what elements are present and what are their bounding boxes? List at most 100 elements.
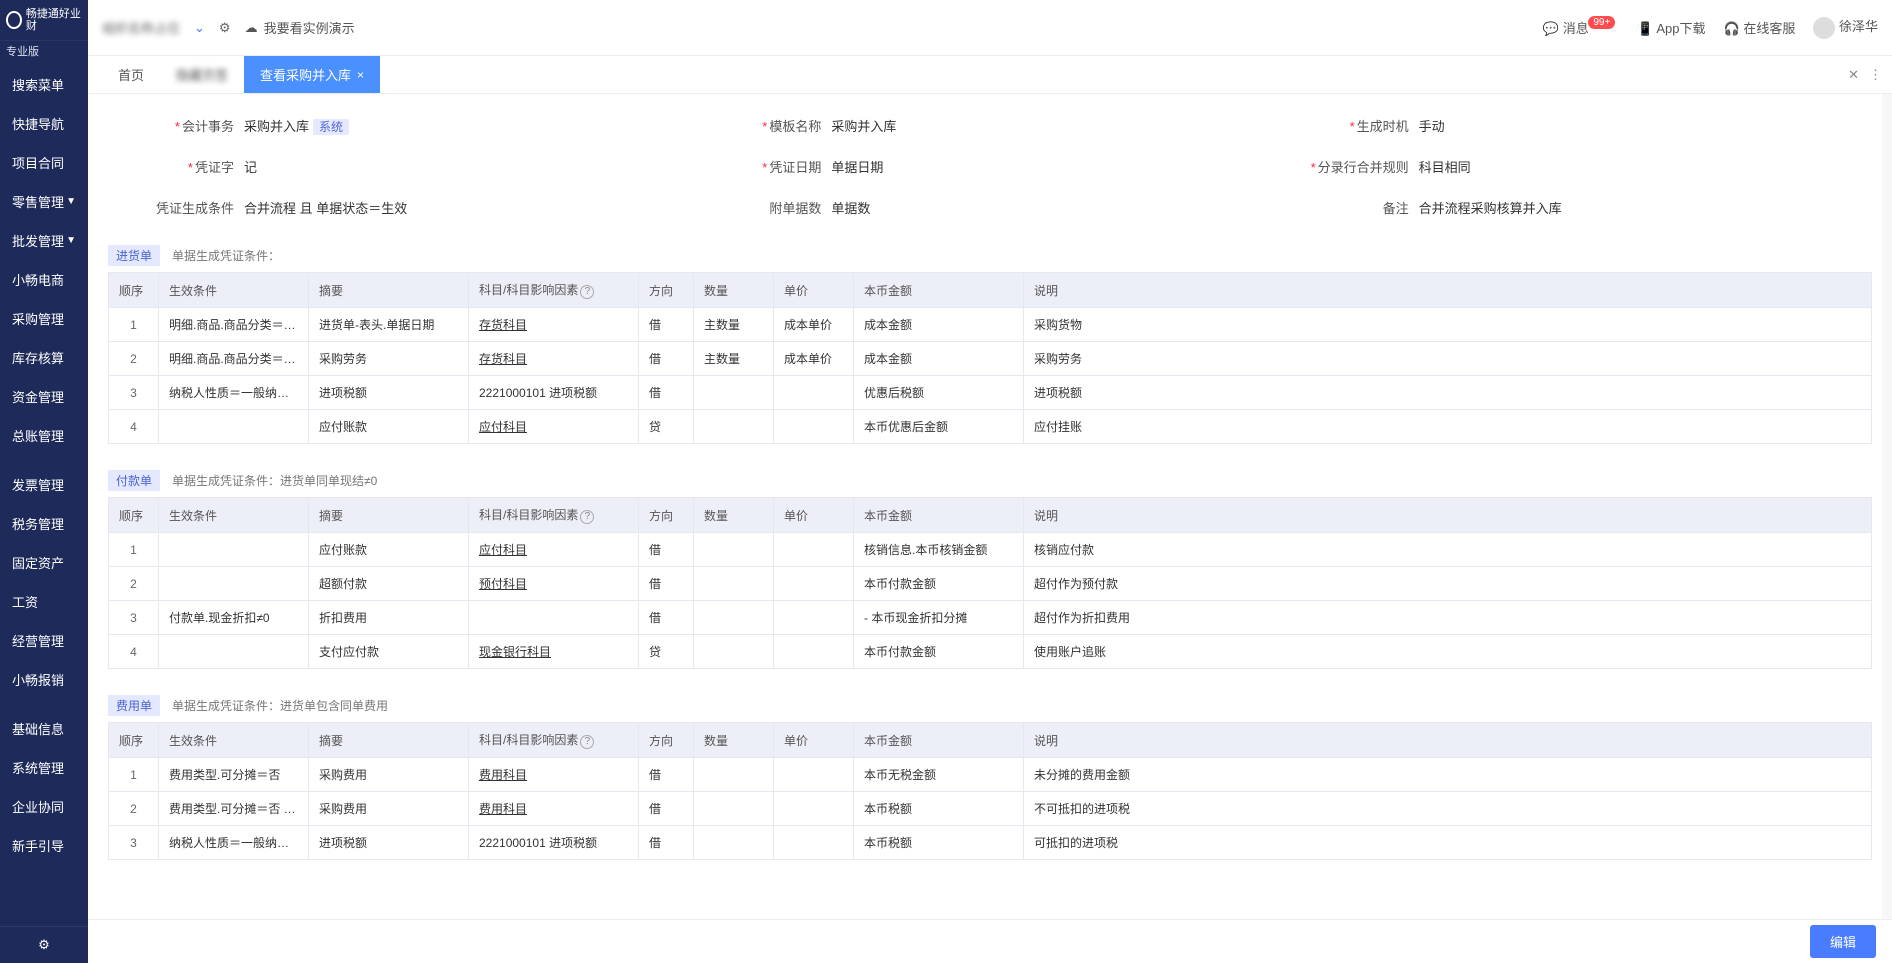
tab-hidden[interactable]: 隐藏页签 bbox=[160, 56, 244, 93]
table-cell: 付款单.现金折扣≠0 bbox=[159, 601, 309, 635]
nav-base[interactable]: 基础信息 bbox=[0, 709, 88, 748]
table-cell: 核销应付款 bbox=[1024, 533, 1872, 567]
org-selector[interactable]: 组织名称占位 bbox=[102, 18, 180, 37]
nav-salary[interactable]: 工资 bbox=[0, 582, 88, 621]
nav-assets[interactable]: 固定资产 bbox=[0, 543, 88, 582]
table-cell bbox=[774, 376, 854, 410]
table-cell: 借 bbox=[639, 308, 694, 342]
table-cell: 本币税额 bbox=[854, 792, 1024, 826]
table-cell: 明细.商品.商品分类＝货物 bbox=[159, 308, 309, 342]
nav-guide[interactable]: 新手引导 bbox=[0, 826, 88, 865]
table-cell: 1 bbox=[109, 758, 159, 792]
val-accounting: 采购并入库系统 bbox=[244, 116, 691, 135]
table-cell bbox=[694, 376, 774, 410]
avatar-icon bbox=[1813, 17, 1835, 39]
nav-operation[interactable]: 经营管理 bbox=[0, 621, 88, 660]
table-row: 3纳税人性质＝一般纳税人 且 开进项税额2221000101 进项税额借优惠后税… bbox=[109, 376, 1872, 410]
table-cell bbox=[774, 567, 854, 601]
table-cell: 费用科目 bbox=[469, 758, 639, 792]
table-cell: 核销信息.本币核销金额 bbox=[854, 533, 1024, 567]
table-cell: 2 bbox=[109, 342, 159, 376]
table-cell: 优惠后税额 bbox=[854, 376, 1024, 410]
table-row: 3付款单.现金折扣≠0折扣费用借- 本币现金折扣分摊超付作为折扣费用 bbox=[109, 601, 1872, 635]
section-tag: 付款单 bbox=[108, 470, 160, 491]
nav-tax[interactable]: 税务管理 bbox=[0, 504, 88, 543]
table-row: 2费用类型.可分摊＝否 且 (纳税采购费用费用科目借本币税额不可抵扣的进项税 bbox=[109, 792, 1872, 826]
table-purchase: 顺序生效条件摘要 科目/科目影响因素? 方向数量单价本币金额说明 1明细.商品.… bbox=[108, 272, 1872, 444]
gear-icon[interactable]: ⚙ bbox=[219, 20, 231, 36]
nav-wholesale[interactable]: 批发管理▼ bbox=[0, 221, 88, 260]
tbody-purchase: 1明细.商品.商品分类＝货物进货单-表头.单据日期存货科目借主数量成本单价成本金… bbox=[109, 308, 1872, 444]
table-cell: 应付挂账 bbox=[1024, 410, 1872, 444]
table-cell bbox=[694, 826, 774, 860]
user-menu[interactable]: 徐泽华 bbox=[1813, 16, 1878, 39]
online-service-link[interactable]: 🎧 在线客服 bbox=[1724, 18, 1796, 37]
table-cell bbox=[159, 410, 309, 444]
table-cell bbox=[694, 601, 774, 635]
demo-link[interactable]: ☁ 我要看实例演示 bbox=[245, 18, 355, 37]
table-cell: 4 bbox=[109, 635, 159, 669]
nav-search[interactable]: 搜索菜单 bbox=[0, 65, 88, 104]
table-cell: 进货单-表头.单据日期 bbox=[309, 308, 469, 342]
lbl-gen-cond: 凭证生成条件 bbox=[114, 198, 234, 217]
nav-invoice[interactable]: 发票管理 bbox=[0, 465, 88, 504]
settings-button[interactable]: ⚙ bbox=[0, 926, 88, 963]
section-tag: 进货单 bbox=[108, 245, 160, 266]
nav-ecom[interactable]: 小畅电商 bbox=[0, 260, 88, 299]
table-cell: 1 bbox=[109, 308, 159, 342]
table-cell: 成本金额 bbox=[854, 308, 1024, 342]
table-cell: 超付作为折扣费用 bbox=[1024, 601, 1872, 635]
nav-reimburse[interactable]: 小畅报销 bbox=[0, 660, 88, 699]
table-cell bbox=[774, 410, 854, 444]
section-payment: 付款单 单据生成凭证条件：进货单同单现结≠0 顺序生效条件摘要 科目/科目影响因… bbox=[108, 470, 1872, 669]
table-cell: 借 bbox=[639, 342, 694, 376]
table-cell: 现金银行科目 bbox=[469, 635, 639, 669]
headset-icon: 🎧 bbox=[1724, 21, 1740, 36]
table-payment: 顺序生效条件摘要 科目/科目影响因素? 方向数量单价本币金额说明 1应付账款应付… bbox=[108, 497, 1872, 669]
section-cond: 单据生成凭证条件： bbox=[172, 247, 280, 264]
phone-icon: 📱 bbox=[1637, 21, 1653, 36]
nav-purchase[interactable]: 采购管理 bbox=[0, 299, 88, 338]
help-icon[interactable]: ? bbox=[580, 510, 594, 524]
help-icon[interactable]: ? bbox=[580, 735, 594, 749]
table-row: 2明细.商品.商品分类＝劳务采购劳务存货科目借主数量成本单价成本金额采购劳务 bbox=[109, 342, 1872, 376]
nav-quick[interactable]: 快捷导航 bbox=[0, 104, 88, 143]
nav-project[interactable]: 项目合同 bbox=[0, 143, 88, 182]
scrollbar[interactable] bbox=[1882, 94, 1892, 919]
nav-inventory[interactable]: 库存核算 bbox=[0, 338, 88, 377]
tab-more[interactable]: ⋮ bbox=[1869, 67, 1882, 83]
table-cell: 超付作为预付款 bbox=[1024, 567, 1872, 601]
val-attach: 单据数 bbox=[831, 198, 1278, 217]
section-cond: 单据生成凭证条件：进货单同单现结≠0 bbox=[172, 472, 377, 489]
close-icon[interactable]: × bbox=[357, 68, 364, 82]
lbl-remark: 备注 bbox=[1289, 198, 1409, 217]
table-cell: 纳税人性质＝一般纳税人 且 开 bbox=[159, 376, 309, 410]
table-cell: 成本单价 bbox=[774, 342, 854, 376]
messages-link[interactable]: 💬 消息 99+ bbox=[1543, 18, 1619, 37]
table-cell: 本币无税金额 bbox=[854, 758, 1024, 792]
tab-close-all[interactable]: ✕ bbox=[1848, 67, 1859, 83]
table-cell: 2221000101 进项税额 bbox=[469, 376, 639, 410]
tab-home[interactable]: 首页 bbox=[102, 56, 160, 93]
brand-edition: 专业版 bbox=[0, 41, 88, 65]
nav-retail[interactable]: 零售管理▼ bbox=[0, 182, 88, 221]
app-download-link[interactable]: 📱 App下载 bbox=[1637, 18, 1705, 37]
edit-button[interactable]: 编辑 bbox=[1810, 925, 1876, 958]
nav-ledger[interactable]: 总账管理 bbox=[0, 416, 88, 455]
table-cell: 借 bbox=[639, 758, 694, 792]
help-icon[interactable]: ? bbox=[580, 285, 594, 299]
table-cell: 成本金额 bbox=[854, 342, 1024, 376]
tbody-payment: 1应付账款应付科目借核销信息.本币核销金额核销应付款2超额付款预付科目借本币付款… bbox=[109, 533, 1872, 669]
logo-icon bbox=[6, 11, 22, 29]
val-voucher-date: 单据日期 bbox=[831, 157, 1278, 176]
nav-system[interactable]: 系统管理 bbox=[0, 748, 88, 787]
tab-active[interactable]: 查看采购并入库 × bbox=[244, 56, 380, 93]
table-cell: 1 bbox=[109, 533, 159, 567]
nav-enterprise[interactable]: 企业协同 bbox=[0, 787, 88, 826]
chevron-down-icon[interactable]: ⌄ bbox=[194, 20, 205, 36]
table-cell: 应付科目 bbox=[469, 533, 639, 567]
table-cell: 3 bbox=[109, 601, 159, 635]
nav-fund[interactable]: 资金管理 bbox=[0, 377, 88, 416]
sidebar: 畅捷通好业财 专业版 搜索菜单 快捷导航 项目合同 零售管理▼ 批发管理▼ 小畅… bbox=[0, 0, 88, 963]
brand-logo: 畅捷通好业财 bbox=[0, 0, 88, 41]
